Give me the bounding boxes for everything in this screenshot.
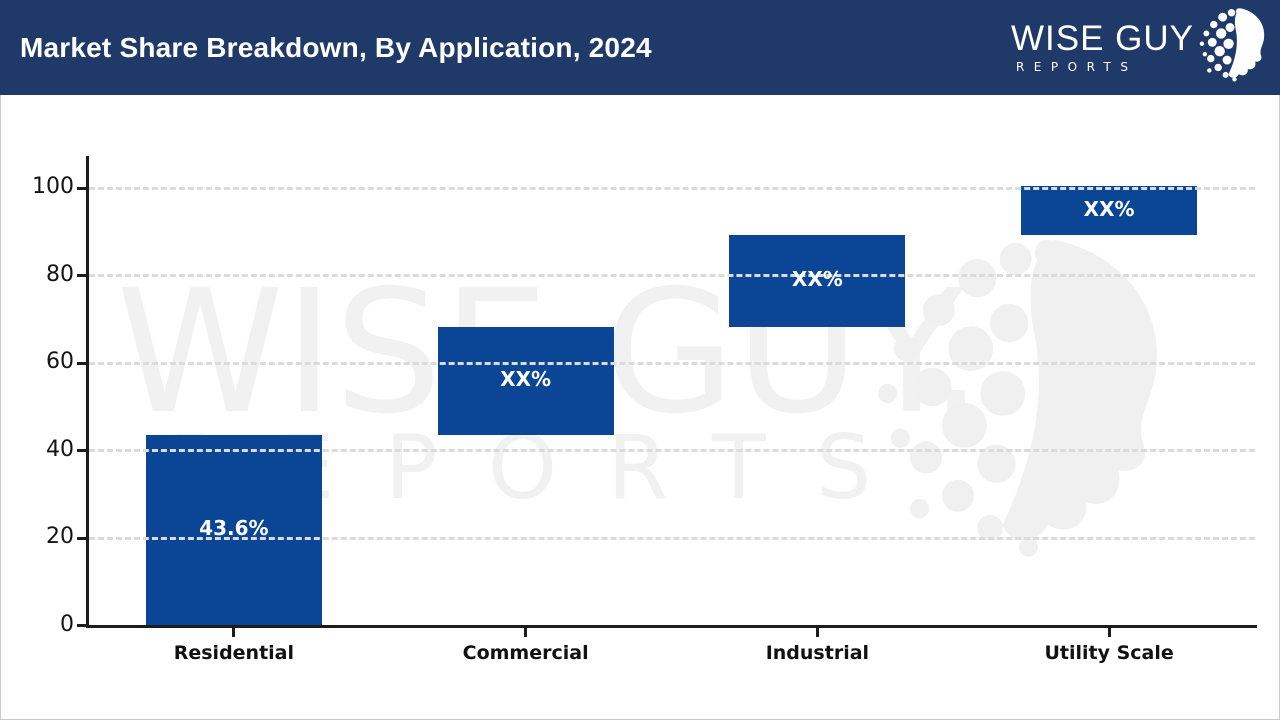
y-tick-label: 100 [32, 174, 74, 199]
y-tick-mark [77, 186, 86, 190]
y-tick-mark [77, 536, 86, 540]
header-band: Market Share Breakdown, By Application, … [0, 0, 1280, 95]
y-gridline [89, 536, 1255, 540]
x-tick-mark [815, 628, 819, 637]
x-tick-label: Residential [173, 642, 295, 664]
bar-industrial [729, 234, 906, 328]
y-tick-mark [77, 624, 86, 627]
x-tick-mark [1107, 628, 1111, 637]
bar-utility-scale [1021, 186, 1198, 235]
bar-value-label: XX% [791, 266, 843, 291]
logo-subtitle: REPORTS [1015, 60, 1138, 74]
y-tick-label: 60 [46, 349, 74, 374]
bar-commercial [437, 327, 614, 435]
logo-wordmark: WISE GUY [1010, 19, 1194, 58]
x-tick-mark [524, 628, 528, 637]
x-tick-label: Commercial [462, 642, 589, 664]
y-tick-label: 40 [46, 436, 74, 462]
x-tick-label: Utility Scale [1044, 642, 1174, 664]
bar-residential [145, 434, 322, 626]
y-tick-label: 80 [46, 261, 74, 287]
y-tick-mark [77, 449, 86, 452]
y-tick-mark [77, 361, 86, 365]
y-gridline [89, 186, 1255, 190]
wise-guy-reports-logo: WISE GUY REPORTS [1011, 5, 1270, 91]
y-gridline [89, 274, 1255, 277]
logo-head-icon [1196, 5, 1270, 91]
x-tick-mark [232, 628, 236, 637]
page-title: Market Share Breakdown, By Application, … [20, 31, 652, 63]
y-tick-label: 20 [46, 524, 74, 549]
y-tick-mark [77, 274, 86, 277]
x-tick-label: Industrial [765, 642, 870, 664]
logo-text: WISE GUY REPORTS [1011, 21, 1194, 74]
y-tick-label: 0 [60, 611, 74, 637]
bar-value-label: 43.6% [199, 516, 269, 541]
y-axis-line [86, 156, 89, 628]
y-gridline [89, 449, 1255, 452]
bar-value-label: XX% [1083, 196, 1135, 221]
x-axis-line [86, 625, 1257, 628]
watermark-head-icon [862, 208, 1182, 602]
y-gridline [89, 361, 1255, 365]
bar-value-label: XX% [500, 366, 552, 391]
